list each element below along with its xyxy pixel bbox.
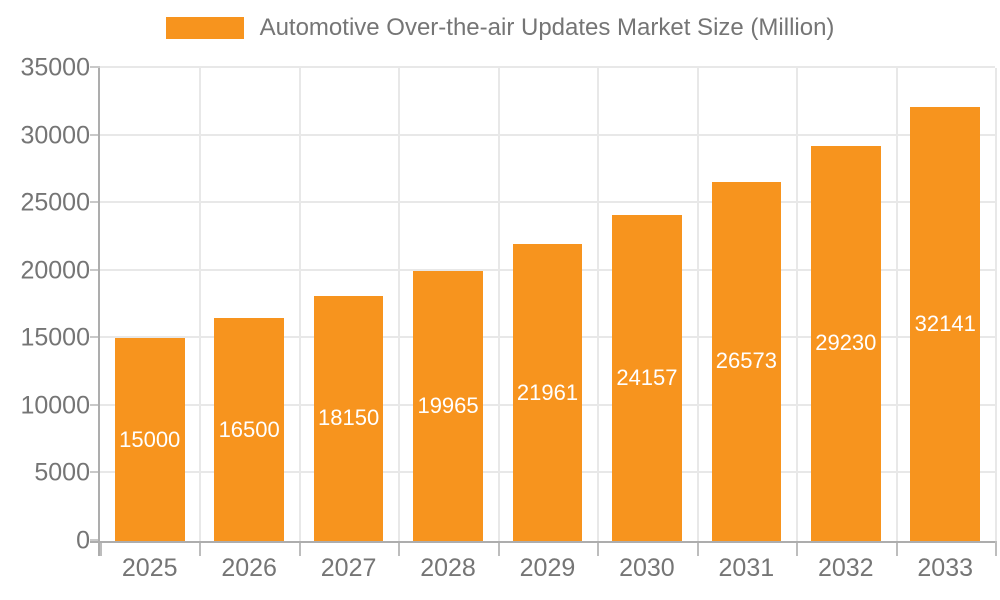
- v-gridline: [298, 68, 301, 541]
- bar-2029[interactable]: 21961: [512, 244, 583, 541]
- x-axis-tick: [796, 541, 799, 556]
- bar-value-label: 18150: [318, 405, 380, 431]
- y-axis-line: [98, 68, 100, 556]
- h-gridline: [100, 133, 995, 136]
- plot-area: 15000 16500 18150 19965 21961 24157 26573 29230…: [90, 66, 997, 556]
- x-axis-tick-label: 2031: [718, 554, 775, 582]
- y-axis-tick: [90, 66, 100, 68]
- h-gridline: [100, 66, 995, 68]
- v-gridline: [995, 68, 997, 541]
- legend[interactable]: Automotive Over-the-air Updates Market S…: [0, 14, 1000, 42]
- v-gridline: [199, 68, 202, 541]
- bar-value-label: 26573: [715, 348, 777, 374]
- x-axis-tick: [298, 541, 301, 556]
- x-axis-tick: [696, 541, 699, 556]
- bar-2028[interactable]: 19965: [413, 271, 483, 541]
- x-axis-tick-label: 2032: [817, 554, 874, 582]
- bar-2027[interactable]: 18150: [313, 295, 384, 541]
- bar-2025[interactable]: 15000: [114, 338, 185, 541]
- bar-2033[interactable]: 32141: [910, 106, 981, 541]
- x-axis-tick-label: 2028: [420, 554, 476, 582]
- y-axis-tick-label: 20000: [20, 256, 90, 285]
- x-axis-line: [90, 541, 995, 543]
- bar-value-label: 32141: [914, 310, 976, 336]
- x-axis-tick: [100, 541, 102, 556]
- v-gridline: [696, 68, 699, 541]
- x-axis-labels: 2025 2026 2027 2028 2029 2030 2031 2032 2033: [100, 553, 995, 583]
- x-axis-tick-label: 2030: [619, 554, 675, 582]
- y-axis-tick: [90, 539, 100, 541]
- y-axis-tick-label: 30000: [20, 121, 90, 150]
- bar-2031[interactable]: 26573: [711, 181, 782, 541]
- bar-2032[interactable]: 29230: [811, 145, 881, 541]
- y-axis-tick: [90, 268, 100, 271]
- h-gridline: [100, 201, 995, 204]
- x-axis-tick: [497, 541, 500, 556]
- y-axis-tick-label: 10000: [20, 391, 90, 420]
- x-axis-tick-label: 2025: [121, 554, 178, 582]
- x-axis-tick: [995, 541, 997, 556]
- y-axis-tick-label: 5000: [34, 458, 90, 487]
- v-gridline: [796, 68, 799, 541]
- x-axis-tick-label: 2026: [221, 554, 277, 582]
- y-axis-tick-label: 25000: [20, 188, 90, 217]
- y-axis-tick: [90, 336, 100, 339]
- bar-value-label: 29230: [815, 330, 877, 356]
- x-axis-tick: [398, 541, 401, 556]
- bar-value-label: 19965: [417, 393, 479, 419]
- legend-swatch: [165, 17, 244, 39]
- x-axis-tick: [199, 541, 202, 556]
- x-axis-tick-label: 2029: [519, 554, 576, 582]
- y-axis-tick: [90, 201, 100, 204]
- v-gridline: [597, 68, 600, 541]
- bar-value-label: 15000: [119, 426, 181, 452]
- bar-value-label: 16500: [218, 416, 280, 442]
- bar-2030[interactable]: 24157: [612, 214, 682, 541]
- bar-value-label: 21961: [516, 379, 579, 405]
- bar-value-label: 24157: [616, 364, 678, 390]
- y-axis-tick: [90, 471, 100, 474]
- y-axis-tick-label: 0: [76, 526, 90, 555]
- y-axis-tick: [90, 133, 100, 136]
- x-axis-tick: [597, 541, 600, 556]
- x-axis-tick-label: 2033: [917, 554, 974, 582]
- v-gridline: [895, 68, 898, 541]
- y-axis-tick-label: 35000: [20, 53, 90, 82]
- v-gridline: [497, 68, 500, 541]
- v-gridline: [398, 68, 401, 541]
- x-axis-tick: [895, 541, 898, 556]
- legend-label: Automotive Over-the-air Updates Market S…: [259, 14, 835, 41]
- y-axis-tick-label: 15000: [20, 323, 90, 352]
- bar-2026[interactable]: 16500: [214, 318, 284, 541]
- y-axis-tick: [90, 403, 100, 406]
- x-axis-tick-label: 2027: [320, 554, 377, 582]
